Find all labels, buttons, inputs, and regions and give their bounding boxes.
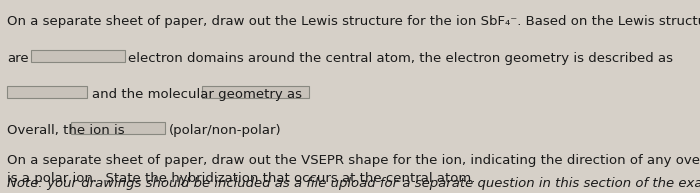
Text: electron domains around the central atom, the electron geometry is described as: electron domains around the central atom…	[128, 52, 673, 65]
Text: On a separate sheet of paper, draw out the Lewis structure for the ion SbF₄⁻. Ba: On a separate sheet of paper, draw out t…	[7, 15, 700, 28]
Text: Note: your drawings should be included as a file upload for a separate question : Note: your drawings should be included a…	[7, 177, 700, 190]
FancyBboxPatch shape	[31, 50, 125, 62]
FancyBboxPatch shape	[71, 122, 165, 134]
Text: (polar/non-polar): (polar/non-polar)	[169, 124, 282, 137]
Text: and the molecular geometry as: and the molecular geometry as	[92, 88, 302, 101]
Text: is a polar ion.  State the hybridization that occurs at the central atom.: is a polar ion. State the hybridization …	[7, 172, 475, 185]
Text: On a separate sheet of paper, draw out the VSEPR shape for the ion, indicating t: On a separate sheet of paper, draw out t…	[7, 154, 700, 167]
Text: are: are	[7, 52, 29, 65]
FancyBboxPatch shape	[202, 86, 309, 98]
FancyBboxPatch shape	[7, 86, 88, 98]
Text: Overall, the ion is: Overall, the ion is	[7, 124, 125, 137]
